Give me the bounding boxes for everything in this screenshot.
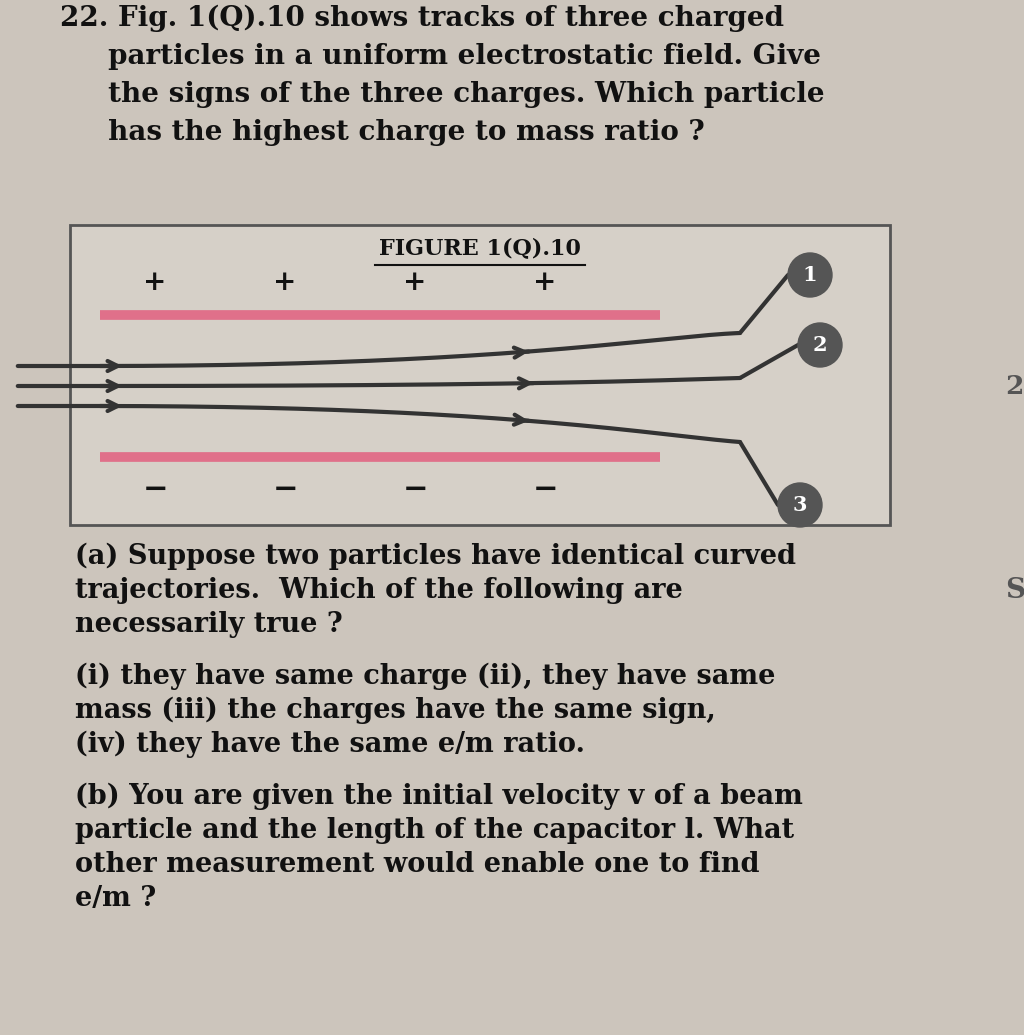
Text: trajectories.  Which of the following are: trajectories. Which of the following are — [75, 576, 683, 604]
Text: (i) they have same charge (ii), they have same: (i) they have same charge (ii), they hav… — [75, 663, 775, 690]
Text: −: − — [272, 473, 298, 504]
Text: +: + — [273, 269, 297, 296]
Text: particle and the length of the capacitor l. What: particle and the length of the capacitor… — [75, 817, 795, 844]
Text: −: − — [532, 473, 558, 504]
Text: 22. Fig. 1(Q).10 shows tracks of three charged: 22. Fig. 1(Q).10 shows tracks of three c… — [60, 5, 784, 32]
Text: (a) Suppose two particles have identical curved: (a) Suppose two particles have identical… — [75, 543, 796, 570]
Text: 1: 1 — [803, 265, 817, 285]
Text: +: + — [534, 269, 557, 296]
Text: FIGURE 1(Q).10: FIGURE 1(Q).10 — [379, 237, 581, 259]
FancyBboxPatch shape — [70, 225, 890, 525]
Circle shape — [788, 253, 831, 297]
Text: other measurement would enable one to find: other measurement would enable one to fi… — [75, 851, 760, 878]
Text: has the highest charge to mass ratio ?: has the highest charge to mass ratio ? — [60, 119, 705, 146]
Text: (iv) they have the same e/m ratio.: (iv) they have the same e/m ratio. — [75, 731, 585, 759]
Text: 2: 2 — [813, 335, 827, 355]
Text: e/m ?: e/m ? — [75, 885, 157, 912]
Text: (b) You are given the initial velocity v of a beam: (b) You are given the initial velocity v… — [75, 783, 803, 810]
Text: mass (iii) the charges have the same sign,: mass (iii) the charges have the same sig… — [75, 697, 716, 724]
Text: So: So — [1005, 576, 1024, 604]
Text: 23: 23 — [1005, 374, 1024, 398]
Circle shape — [798, 323, 842, 367]
Circle shape — [778, 483, 822, 527]
Text: −: − — [142, 473, 168, 504]
Text: 3: 3 — [793, 495, 807, 515]
Text: necessarily true ?: necessarily true ? — [75, 611, 343, 638]
Text: the signs of the three charges. Which particle: the signs of the three charges. Which pa… — [60, 81, 824, 108]
Text: −: − — [402, 473, 428, 504]
Text: +: + — [403, 269, 427, 296]
Text: particles in a uniform electrostatic field. Give: particles in a uniform electrostatic fie… — [60, 43, 821, 70]
Text: +: + — [143, 269, 167, 296]
